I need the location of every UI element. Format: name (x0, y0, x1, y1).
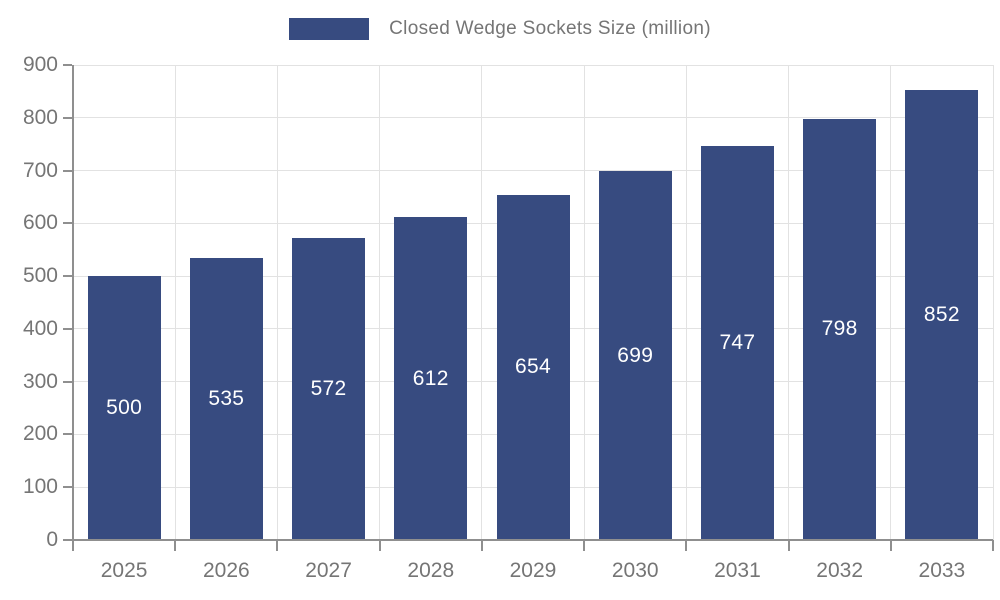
plot-area: 0 100 200 300 400 500 600 700 800 900 2025 500 2026 5… (23, 54, 994, 582)
bar-value-label: 798 (821, 317, 858, 341)
bar-value-label: 747 (719, 330, 756, 354)
x-axis-tick (685, 540, 688, 551)
x-tick-label: 2031 (714, 559, 761, 582)
bar-value-label: 572 (310, 377, 347, 401)
y-tick-label: 400 (22, 316, 58, 340)
x-axis-tick (72, 540, 74, 551)
bar: 535 (189, 257, 263, 540)
y-axis-tick (63, 327, 72, 330)
x-tick-label: 2025 (100, 559, 148, 582)
h-gridline (73, 64, 993, 66)
x-axis-tick (583, 540, 586, 551)
y-axis-tick (63, 222, 72, 225)
bar: 699 (598, 171, 672, 540)
bar-value-label: 699 (617, 343, 654, 367)
v-gridline (992, 65, 994, 540)
v-gridline (379, 65, 381, 540)
bar: 852 (905, 90, 979, 540)
bar: 747 (700, 145, 774, 540)
x-axis-tick (480, 540, 483, 551)
x-tick-label: 2026 (202, 559, 250, 582)
y-axis-tick (63, 64, 72, 66)
x-axis-tick (378, 540, 381, 551)
v-gridline (174, 65, 176, 540)
y-axis-tick (63, 380, 72, 383)
y-axis-line (72, 65, 74, 540)
y-tick-label: 700 (22, 158, 58, 182)
y-tick-label: 100 (22, 475, 58, 499)
y-tick-label: 0 (46, 528, 58, 551)
x-tick-label: 2030 (611, 559, 659, 582)
h-gridline (73, 170, 993, 172)
x-axis-tick (992, 540, 994, 551)
y-axis-tick (63, 116, 72, 119)
v-gridline (788, 65, 790, 540)
y-tick-label: 200 (22, 422, 58, 446)
x-tick-label: 2028 (407, 559, 455, 582)
x-tick-label: 2027 (305, 559, 352, 582)
v-gridline (685, 65, 687, 540)
v-gridline (890, 65, 892, 540)
y-tick-label: 600 (22, 211, 58, 235)
y-tick-label: 500 (22, 264, 58, 288)
x-tick-label: 2029 (509, 559, 557, 582)
y-tick-label: 300 (22, 369, 58, 393)
x-axis-tick (276, 540, 279, 551)
x-axis-tick (174, 540, 177, 551)
bar-value-label: 852 (923, 303, 960, 327)
legend-swatch (289, 18, 370, 40)
x-axis-tick (889, 540, 892, 551)
v-gridline (276, 65, 278, 540)
bar: 572 (292, 238, 366, 540)
y-tick-label: 900 (22, 53, 58, 76)
v-gridline (583, 65, 585, 540)
x-tick-label: 2032 (816, 559, 864, 582)
legend-label: Closed Wedge Sockets Size (million) (389, 18, 711, 39)
h-gridline (73, 117, 993, 119)
bar: 612 (394, 217, 468, 540)
y-axis-tick (63, 433, 72, 436)
y-axis-tick (63, 486, 72, 489)
bar: 654 (496, 194, 570, 540)
y-axis-tick (63, 275, 72, 278)
bar-value-label: 535 (208, 386, 245, 410)
y-axis-tick (63, 539, 72, 541)
bar: 798 (803, 118, 877, 540)
legend: Closed Wedge Sockets Size (million) (0, 18, 1000, 40)
x-tick-label: 2033 (918, 559, 966, 582)
y-axis-tick (63, 169, 72, 172)
bar-value-label: 612 (412, 366, 449, 390)
y-tick-label: 800 (22, 105, 58, 129)
x-axis-tick (787, 540, 790, 551)
bar-value-label: 500 (106, 396, 143, 420)
x-axis-line (73, 539, 993, 541)
bar: 500 (87, 276, 161, 540)
v-gridline (481, 65, 483, 540)
bar-value-label: 654 (515, 355, 551, 379)
